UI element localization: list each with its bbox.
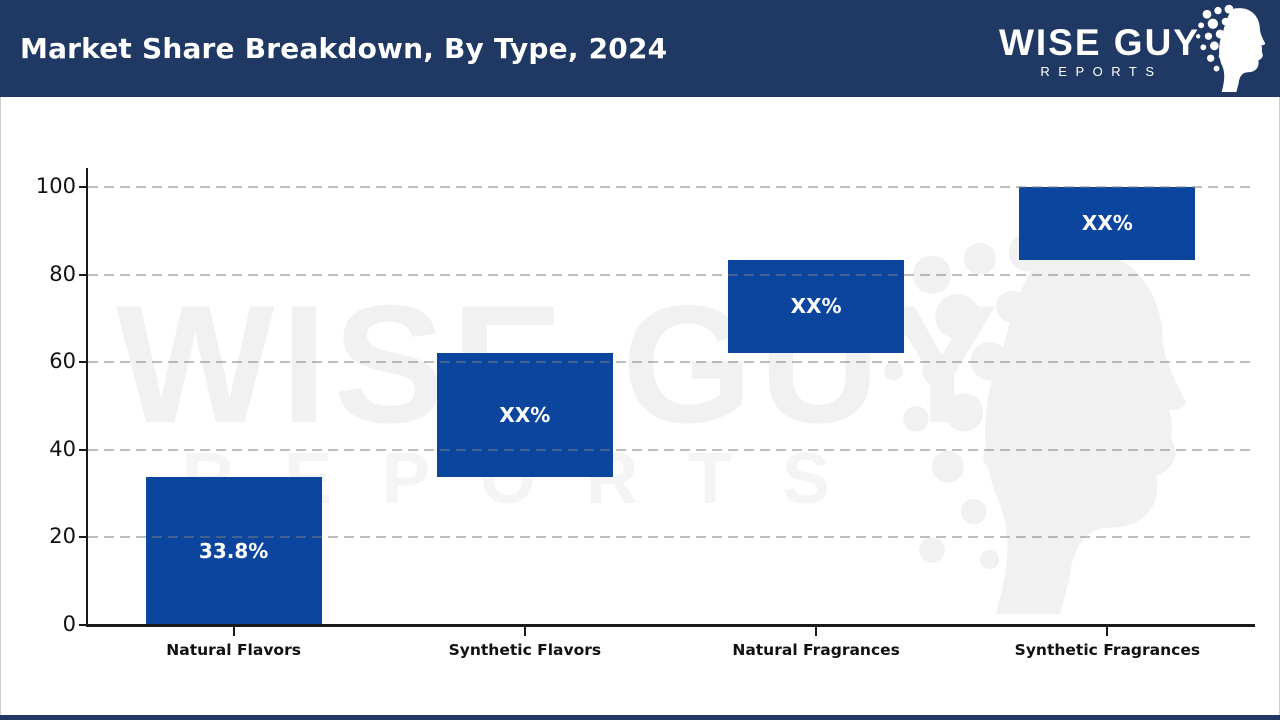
x-axis-line — [86, 624, 1255, 627]
bar-value-label: XX% — [790, 294, 842, 319]
y-tick-label: 60 — [49, 349, 76, 374]
watermark-dotted-face-icon — [884, 233, 1186, 614]
header-banner: Market Share Breakdown, By Type, 2024 WI… — [0, 0, 1280, 97]
y-tick-mark — [79, 624, 88, 626]
bar-value-label: XX% — [499, 402, 551, 427]
bar-1: XX% — [436, 352, 613, 477]
y-tick-label: 0 — [62, 612, 76, 636]
x-tick-mark — [1106, 627, 1109, 636]
y-tick-mark — [79, 361, 88, 364]
bar-value-label: 33.8% — [198, 538, 269, 563]
x-category-label: Natural Flavors — [166, 641, 301, 659]
gridline — [88, 273, 1253, 276]
bar-0: 33.8% — [145, 476, 322, 625]
x-category-label: Synthetic Fragrances — [1014, 641, 1201, 659]
y-tick-mark — [79, 536, 88, 539]
x-tick-mark — [815, 627, 818, 636]
gridline — [88, 448, 1253, 451]
brand-logo: WISE GUY REPORTS — [999, 4, 1272, 92]
page-title: Market Share Breakdown, By Type, 2024 — [20, 32, 668, 65]
bar-value-label: XX% — [1081, 211, 1133, 236]
brand-logo-text: WISE GUY REPORTS — [999, 24, 1200, 79]
bar-3: XX% — [1019, 187, 1196, 260]
brand-dotted-face-icon — [1196, 4, 1266, 92]
brand-subname: REPORTS — [1040, 63, 1163, 79]
x-tick-mark — [232, 627, 235, 636]
gridline — [88, 361, 1253, 364]
y-tick-label: 20 — [49, 524, 76, 549]
x-category-label: Synthetic Flavors — [448, 641, 602, 659]
gridline — [88, 186, 1253, 188]
y-axis-line — [86, 168, 88, 627]
brand-name: WISE GUY — [998, 21, 1200, 63]
y-tick-mark — [79, 448, 88, 451]
x-category-label: Natural Fragrances — [732, 641, 900, 659]
x-tick-mark — [523, 627, 526, 636]
y-tick-mark — [79, 273, 88, 276]
gridline — [88, 536, 1253, 539]
y-tick-label: 40 — [49, 436, 76, 461]
y-tick-mark — [79, 186, 88, 188]
footer-accent-bar — [0, 715, 1280, 720]
y-tick-label: 80 — [49, 261, 76, 286]
y-tick-label: 100 — [35, 174, 76, 198]
